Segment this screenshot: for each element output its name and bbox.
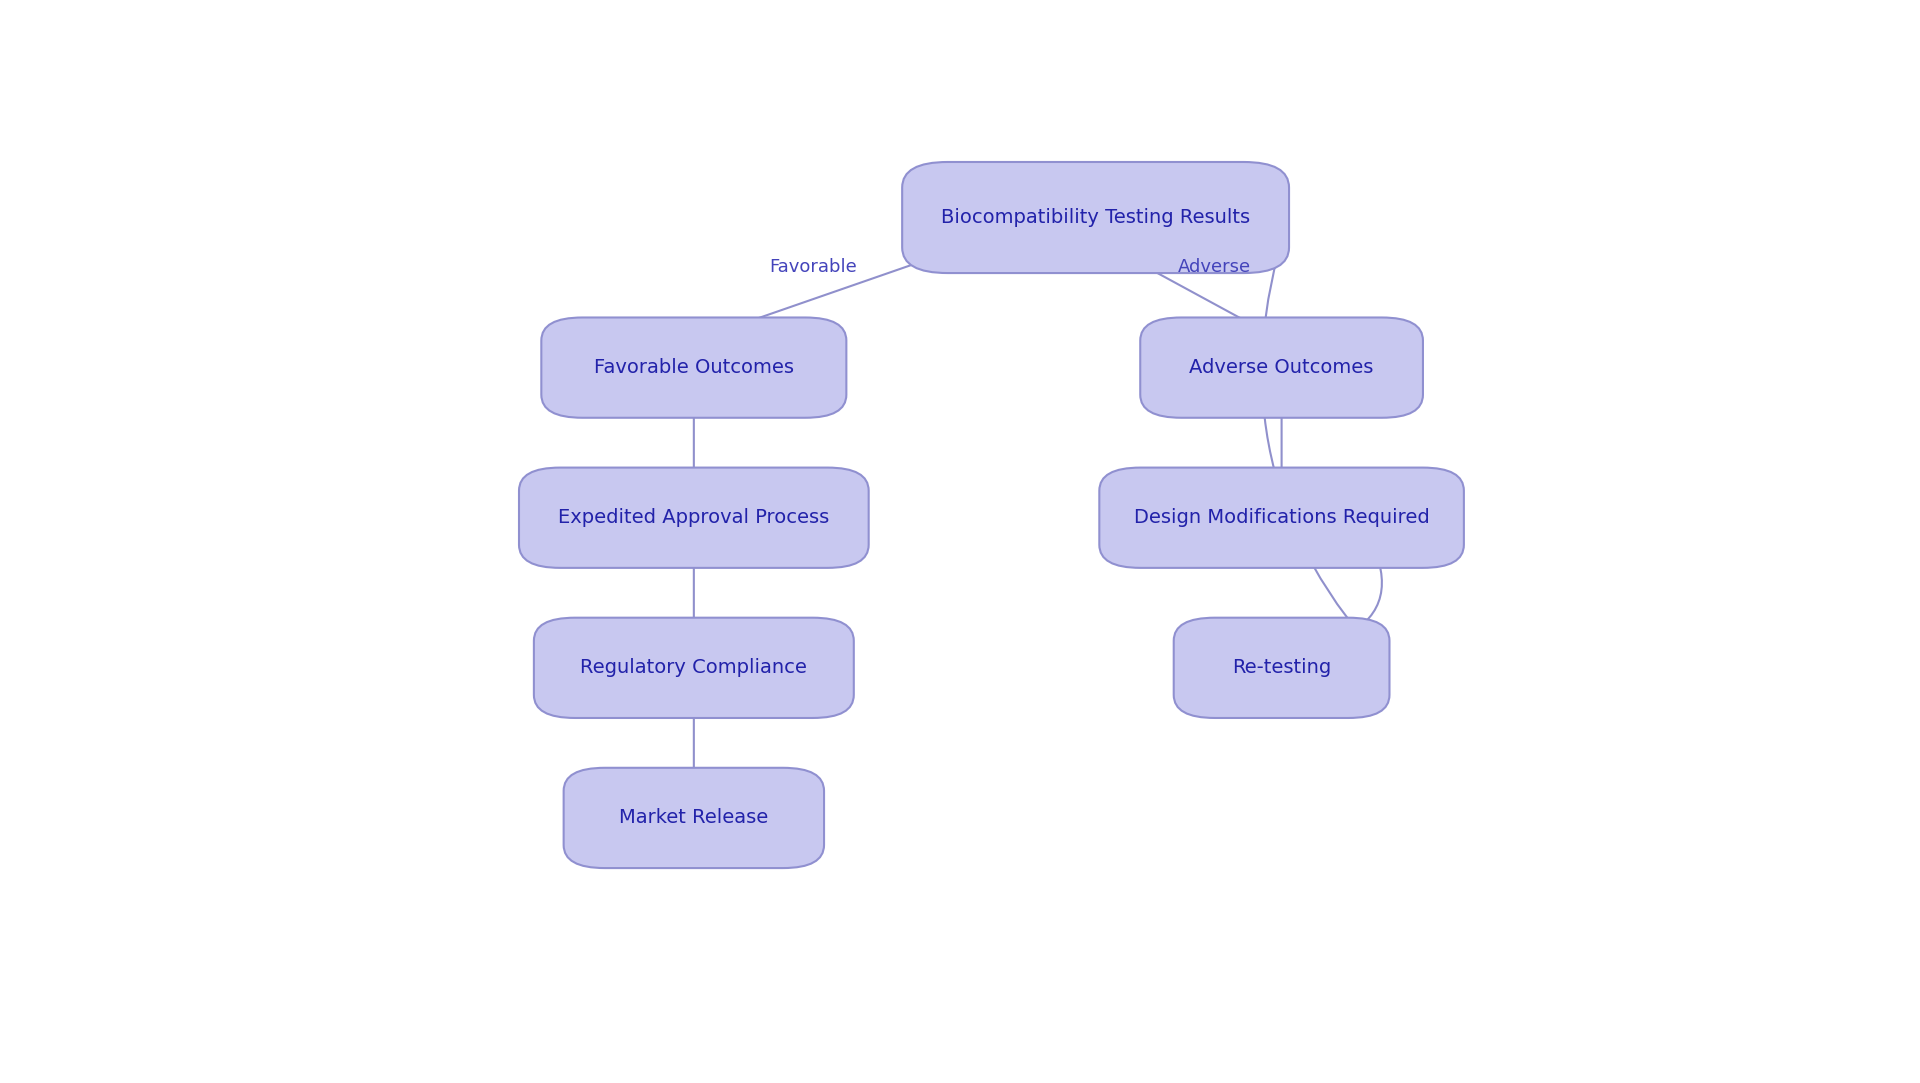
FancyBboxPatch shape: [1100, 468, 1463, 567]
Text: Adverse Outcomes: Adverse Outcomes: [1188, 358, 1375, 377]
FancyBboxPatch shape: [902, 162, 1288, 273]
Text: Regulatory Compliance: Regulatory Compliance: [580, 658, 806, 677]
FancyBboxPatch shape: [534, 617, 854, 718]
FancyBboxPatch shape: [1140, 317, 1423, 418]
Text: Re-testing: Re-testing: [1233, 658, 1331, 677]
Text: Design Modifications Required: Design Modifications Required: [1133, 508, 1430, 527]
FancyBboxPatch shape: [564, 768, 824, 869]
Text: Favorable: Favorable: [770, 258, 856, 276]
Text: Market Release: Market Release: [620, 808, 768, 827]
FancyBboxPatch shape: [1173, 617, 1390, 718]
FancyBboxPatch shape: [518, 468, 868, 567]
Text: Favorable Outcomes: Favorable Outcomes: [593, 358, 793, 377]
Text: Biocompatibility Testing Results: Biocompatibility Testing Results: [941, 208, 1250, 227]
Text: Expedited Approval Process: Expedited Approval Process: [559, 508, 829, 527]
FancyBboxPatch shape: [541, 317, 847, 418]
Text: Adverse: Adverse: [1179, 258, 1252, 276]
